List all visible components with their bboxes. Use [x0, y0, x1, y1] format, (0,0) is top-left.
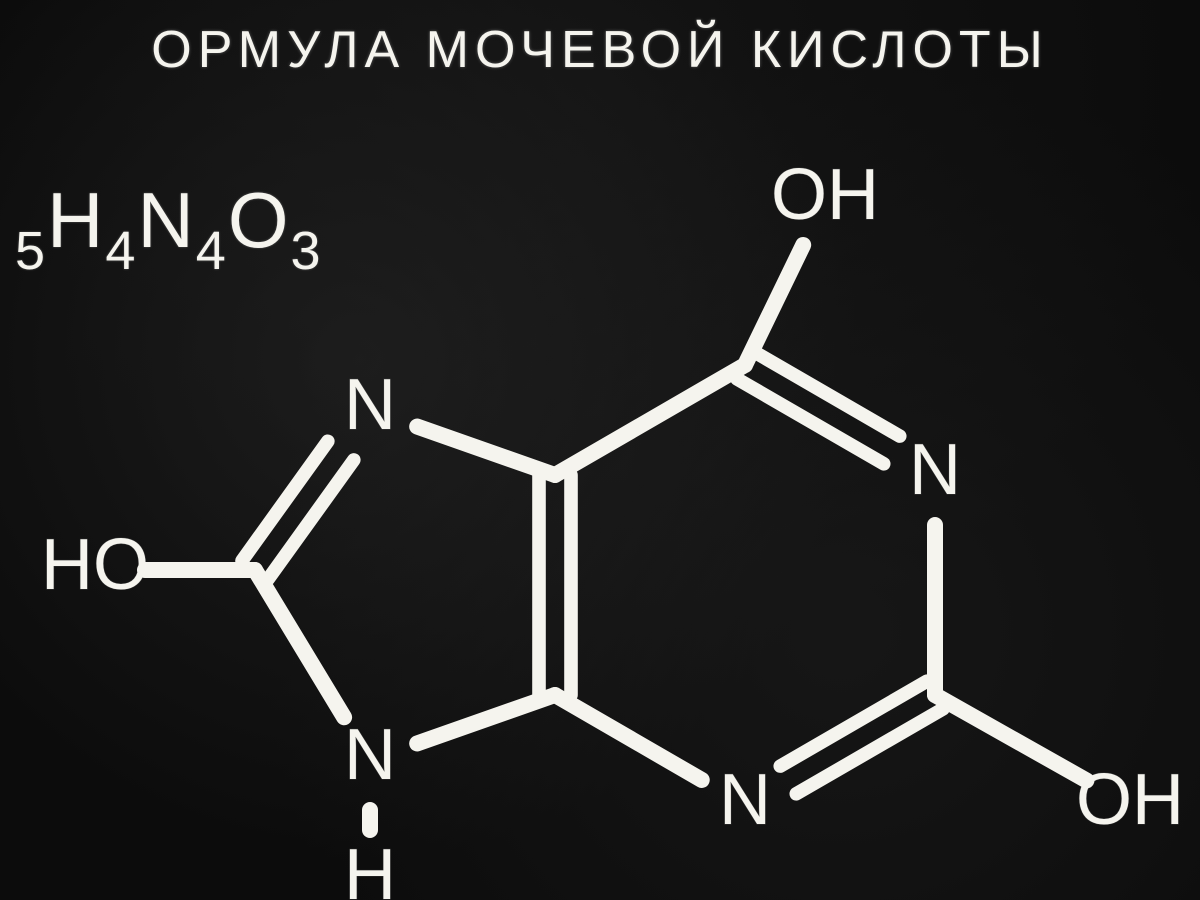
atom-label: N [344, 715, 396, 795]
atom-label: N [344, 365, 396, 445]
structural-formula: OHNOHNNHONH [0, 0, 1200, 900]
bond-line [935, 695, 1086, 780]
atom-label: N [909, 430, 961, 510]
atom-label: OH [771, 155, 879, 235]
atom-label: HO [41, 525, 149, 605]
bond-line [555, 365, 745, 475]
bond-line [417, 427, 555, 475]
bond-line [417, 695, 555, 743]
bond-line [268, 460, 354, 579]
atom-label: N [719, 760, 771, 840]
atom-label: H [344, 835, 396, 900]
bond-line [242, 441, 328, 560]
chalkboard-panel: ОРМУЛА МОЧЕВОЙ КИСЛОТЫ 5H4N4O3 OHNOHNNHO… [0, 0, 1200, 900]
atom-label: OH [1076, 760, 1184, 840]
bond-line [255, 570, 344, 717]
bond-line [555, 695, 702, 780]
